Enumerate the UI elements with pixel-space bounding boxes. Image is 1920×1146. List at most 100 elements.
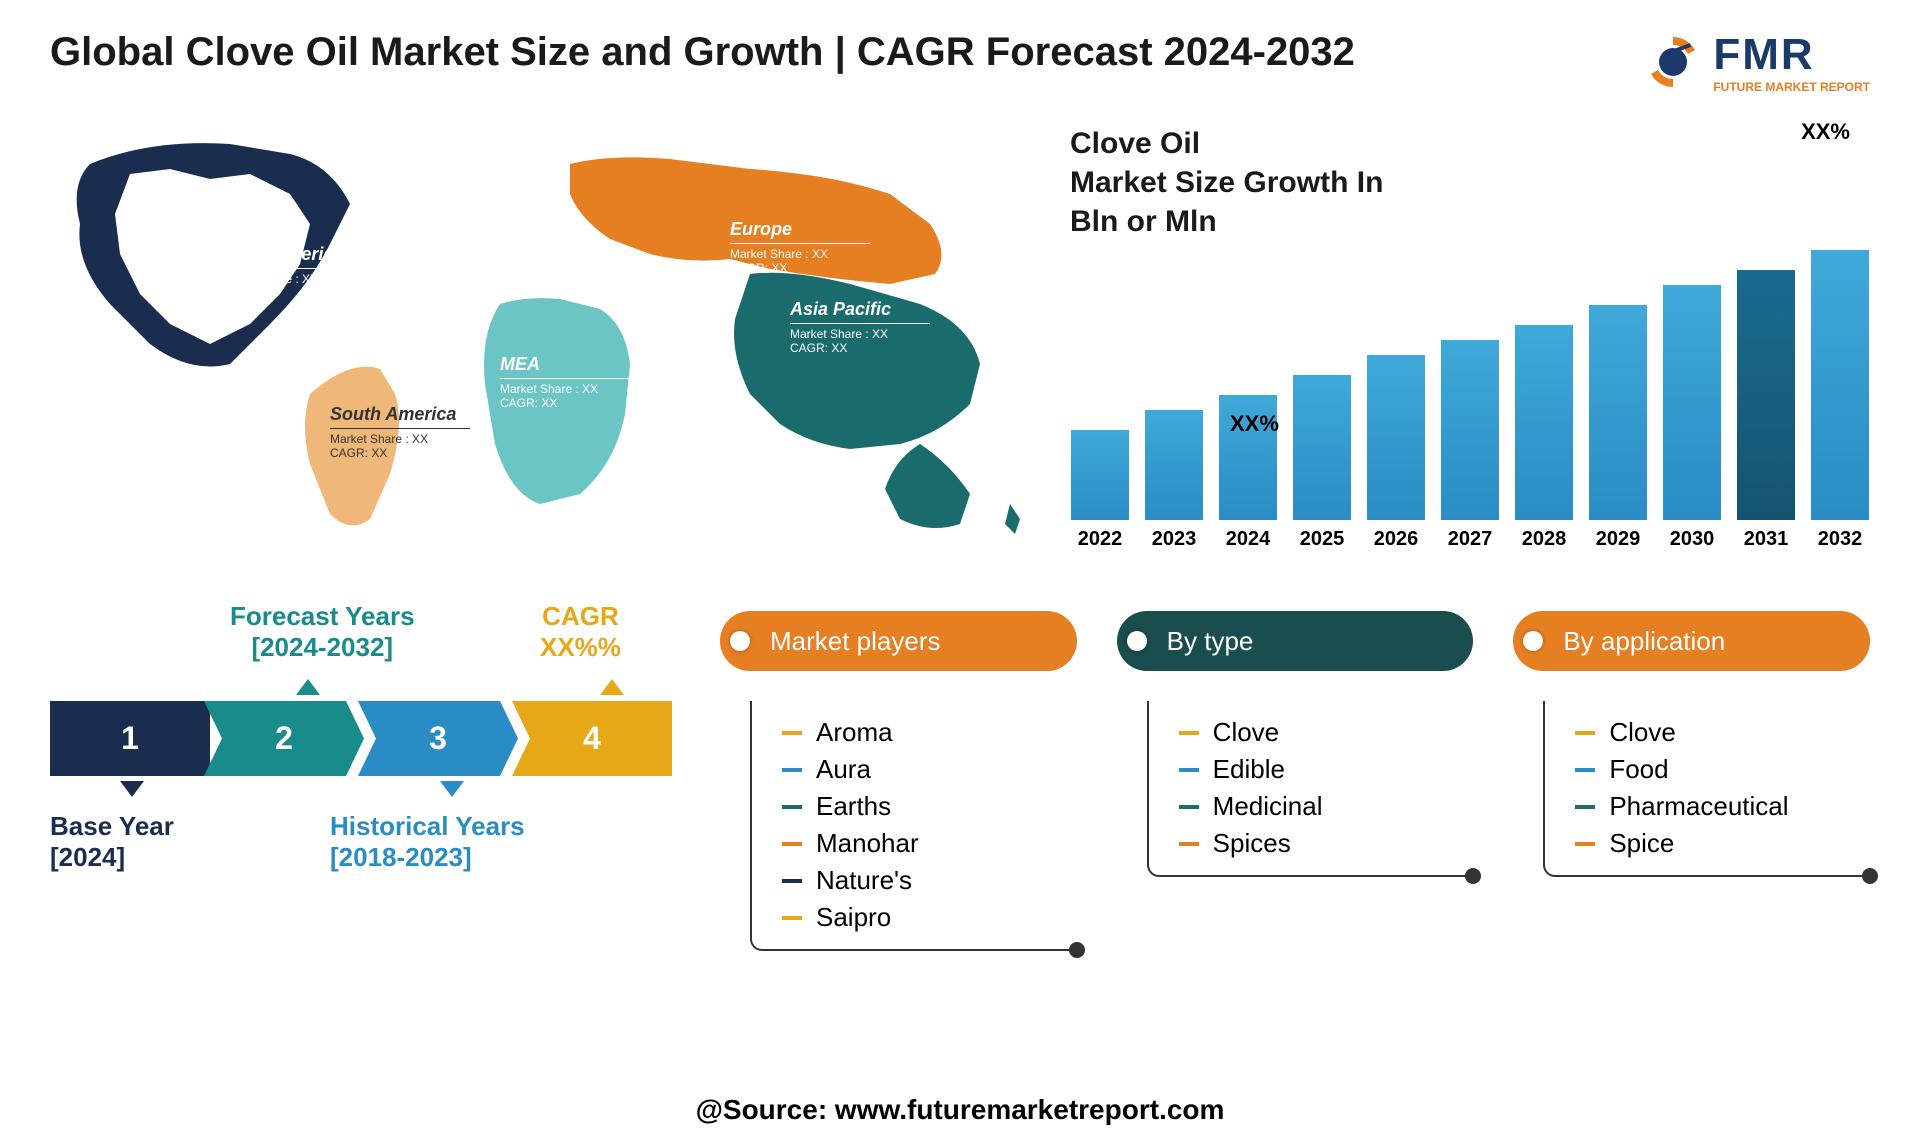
base-label: Base Year bbox=[50, 811, 174, 842]
base-range: [2024] bbox=[50, 842, 174, 873]
region-south-america: South America Market Share : XX CAGR: XX bbox=[330, 404, 470, 460]
xx-label-2024: XX% bbox=[1230, 411, 1279, 437]
growth-chart: Clove Oil Market Size Growth In Bln or M… bbox=[1070, 124, 1870, 551]
forecast-range: [2024-2032] bbox=[230, 632, 415, 663]
region-share: Market Share : XX bbox=[790, 327, 930, 341]
bar-rect bbox=[1071, 430, 1129, 520]
region-share: Market Share : XX bbox=[730, 247, 870, 261]
pill-header: By type bbox=[1117, 611, 1474, 671]
header: Global Clove Oil Market Size and Growth … bbox=[50, 30, 1870, 94]
pill-item-label: Clove bbox=[1213, 717, 1279, 748]
region-name: Europe bbox=[730, 219, 870, 240]
pill-item: Clove bbox=[1179, 717, 1474, 748]
xx-label-2032: XX% bbox=[1801, 119, 1850, 145]
region-cagr: CAGR: XX bbox=[500, 396, 640, 410]
pill-list: CloveFoodPharmaceuticalSpice bbox=[1543, 701, 1870, 877]
pill-item-label: Medicinal bbox=[1213, 791, 1323, 822]
tick-icon bbox=[782, 879, 802, 883]
region-name: South America bbox=[330, 404, 470, 425]
bar-year-label: 2028 bbox=[1522, 528, 1567, 551]
pill-dot-icon bbox=[1127, 631, 1147, 651]
pill-item: Manohar bbox=[782, 828, 1077, 859]
bar-year-label: 2032 bbox=[1818, 528, 1863, 551]
tick-icon bbox=[782, 805, 802, 809]
tl-seg-3: 3 bbox=[358, 701, 518, 776]
cagr-value: XX%% bbox=[540, 632, 621, 663]
bar-year-label: 2031 bbox=[1744, 528, 1789, 551]
tri-hist bbox=[440, 781, 464, 797]
logo-fmr-text: FMR bbox=[1713, 30, 1870, 80]
bar-2025: 2025 bbox=[1292, 375, 1352, 551]
pill-item-label: Aroma bbox=[816, 717, 893, 748]
bar-2027: 2027 bbox=[1440, 340, 1500, 551]
timeline: Forecast Years [2024-2032] CAGR XX%% 1 2… bbox=[50, 611, 690, 951]
bar-2022: 2022 bbox=[1070, 430, 1130, 551]
bar-year-label: 2023 bbox=[1152, 528, 1197, 551]
source-text: @Source: www.futuremarketreport.com bbox=[696, 1094, 1225, 1126]
bar-2023: 2023 bbox=[1144, 410, 1204, 551]
pill-item: Spices bbox=[1179, 828, 1474, 859]
world-map: North America Market Share : XX CAGR: XX… bbox=[50, 124, 1030, 544]
chart-title-l3: Bln or Mln bbox=[1070, 202, 1870, 241]
region-share: Market Share : XX bbox=[220, 272, 360, 286]
bar-rect bbox=[1811, 250, 1869, 520]
tl-seg-2: 2 bbox=[204, 701, 364, 776]
bar-2032: 2032 bbox=[1810, 250, 1870, 551]
tick-icon bbox=[782, 768, 802, 772]
region-asia-pacific: Asia Pacific Market Share : XX CAGR: XX bbox=[790, 299, 930, 355]
tl-seg-4: 4 bbox=[512, 701, 672, 776]
pill-col: By application CloveFoodPharmaceuticalSpi… bbox=[1513, 611, 1870, 951]
region-share: Market Share : XX bbox=[500, 382, 640, 396]
pill-item: Medicinal bbox=[1179, 791, 1474, 822]
region-north-america: North America Market Share : XX CAGR: XX bbox=[220, 244, 360, 300]
bar-rect bbox=[1589, 305, 1647, 520]
pill-list: Clove Edible Medicinal Spices bbox=[1147, 701, 1474, 877]
pill-col: Market playersAromaAuraEarthsManoharNatu… bbox=[720, 611, 1077, 951]
bar-2029: 2029 bbox=[1588, 305, 1648, 551]
categories: Market playersAromaAuraEarthsManoharNatu… bbox=[720, 611, 1870, 951]
region-name: North America bbox=[220, 244, 360, 265]
cagr-label: CAGR bbox=[540, 601, 621, 632]
page-title: Global Clove Oil Market Size and Growth … bbox=[50, 30, 1355, 75]
tick-icon bbox=[782, 731, 802, 735]
bar-rect bbox=[1293, 375, 1351, 520]
pill-item-label: Edible bbox=[1213, 754, 1285, 785]
region-europe: Europe Market Share : XX CAGR: XX bbox=[730, 219, 870, 275]
tick-icon bbox=[1179, 805, 1199, 809]
bar-rect bbox=[1663, 285, 1721, 520]
bar-2030: 2030 bbox=[1662, 285, 1722, 551]
pill-item-label: Nature's bbox=[816, 865, 912, 896]
bar-rect bbox=[1145, 410, 1203, 520]
chart-title-l1: Clove Oil bbox=[1070, 124, 1870, 163]
tick-icon bbox=[1575, 731, 1595, 735]
bar-year-label: 2029 bbox=[1596, 528, 1641, 551]
tick-icon bbox=[782, 916, 802, 920]
pill-item-label: Spices bbox=[1213, 828, 1291, 859]
pill-title: By application bbox=[1563, 626, 1725, 657]
tri-forecast bbox=[296, 679, 320, 695]
tick-icon bbox=[1179, 768, 1199, 772]
tl-seg-1: 1 bbox=[50, 701, 210, 776]
pill-item: Aura bbox=[782, 754, 1077, 785]
pill-header: By application bbox=[1513, 611, 1870, 671]
region-name: MEA bbox=[500, 354, 640, 375]
bar-year-label: 2026 bbox=[1374, 528, 1419, 551]
tick-icon bbox=[1179, 731, 1199, 735]
pill-item: Edible bbox=[1179, 754, 1474, 785]
logo: FMR FUTURE MARKET REPORT bbox=[1643, 30, 1870, 94]
bar-2031: 2031 bbox=[1736, 270, 1796, 551]
tick-icon bbox=[1575, 768, 1595, 772]
bar-rect bbox=[1515, 325, 1573, 520]
pill-item-label: Pharmaceutical bbox=[1609, 791, 1788, 822]
pill-item-label: Clove bbox=[1609, 717, 1675, 748]
bar-year-label: 2025 bbox=[1300, 528, 1345, 551]
pill-dot-icon bbox=[730, 631, 750, 651]
pill-list: AromaAuraEarthsManoharNature'sSaipro bbox=[750, 701, 1077, 951]
forecast-label: Forecast Years bbox=[230, 601, 415, 632]
pill-dot-icon bbox=[1523, 631, 1543, 651]
pill-item: Saipro bbox=[782, 902, 1077, 933]
pill-header: Market players bbox=[720, 611, 1077, 671]
bar-2026: 2026 bbox=[1366, 355, 1426, 551]
tick-icon bbox=[1179, 842, 1199, 846]
bar-rect bbox=[1367, 355, 1425, 520]
